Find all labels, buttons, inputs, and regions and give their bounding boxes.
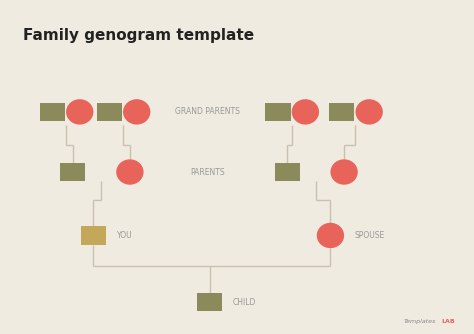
Text: Family genogram template: Family genogram template xyxy=(23,28,255,42)
FancyBboxPatch shape xyxy=(274,163,300,181)
Text: PARENTS: PARENTS xyxy=(190,168,225,176)
FancyBboxPatch shape xyxy=(81,226,106,245)
Ellipse shape xyxy=(123,99,150,125)
Text: CHILD: CHILD xyxy=(232,298,255,307)
Text: YOU: YOU xyxy=(118,231,133,240)
FancyBboxPatch shape xyxy=(329,103,355,121)
FancyBboxPatch shape xyxy=(40,103,65,121)
FancyBboxPatch shape xyxy=(60,163,85,181)
Ellipse shape xyxy=(317,223,344,248)
Text: SPOUSE: SPOUSE xyxy=(354,231,384,240)
Ellipse shape xyxy=(356,99,383,125)
FancyBboxPatch shape xyxy=(97,103,122,121)
Text: Templates: Templates xyxy=(403,319,436,324)
Ellipse shape xyxy=(330,159,358,185)
FancyBboxPatch shape xyxy=(265,103,291,121)
Text: GRAND PARENTS: GRAND PARENTS xyxy=(175,108,240,116)
FancyBboxPatch shape xyxy=(197,293,222,311)
Ellipse shape xyxy=(66,99,93,125)
Text: LAB: LAB xyxy=(441,319,455,324)
Ellipse shape xyxy=(292,99,319,125)
Ellipse shape xyxy=(116,159,144,185)
